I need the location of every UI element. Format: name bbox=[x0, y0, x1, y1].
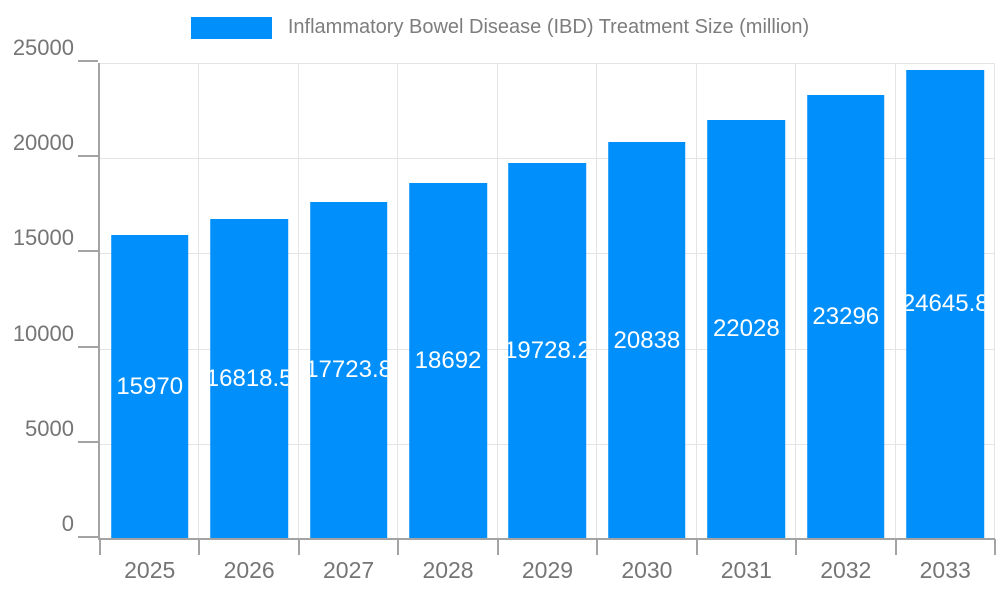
y-tick-20000 bbox=[78, 155, 98, 158]
gridline-x-9 bbox=[994, 63, 995, 539]
bar-value-label: 15970 bbox=[116, 372, 184, 400]
x-axis-label-2033: 2033 bbox=[919, 557, 971, 583]
x-axis-label-2027: 2027 bbox=[323, 557, 375, 583]
gridline-x-6 bbox=[695, 63, 697, 539]
x-axis-line bbox=[98, 538, 995, 540]
y-tick-10000 bbox=[78, 345, 98, 348]
x-tick-4 bbox=[496, 539, 499, 555]
category-slot-2033: 24645.8 bbox=[896, 63, 995, 539]
gridline-y-25000 bbox=[100, 63, 995, 64]
category-slot-2032: 23296 bbox=[796, 63, 895, 539]
gridline-x-7 bbox=[795, 63, 797, 539]
y-tick-15000 bbox=[78, 250, 98, 253]
gridline-y-20000 bbox=[100, 158, 995, 160]
bar-value-label: 24645.8 bbox=[906, 290, 984, 318]
gridline-x-4 bbox=[496, 63, 498, 539]
category-slot-2026: 16818.5 bbox=[199, 63, 298, 539]
x-axis-label-2032: 2032 bbox=[820, 557, 872, 583]
bar-value-label: 17723.8 bbox=[309, 356, 388, 384]
legend-swatch bbox=[190, 16, 272, 39]
x-axis-labels: 2025 2026 2027 2028 2029 2030 2031 2032 2033 bbox=[100, 557, 995, 584]
x-axis-label-2030: 2030 bbox=[621, 557, 673, 583]
x-tick-8 bbox=[894, 539, 897, 555]
legend[interactable]: Inflammatory Bowel Disease (IBD) Treatme… bbox=[0, 16, 1000, 39]
category-slot-2029: 19728.2 bbox=[498, 63, 597, 539]
x-axis-label-2029: 2029 bbox=[521, 557, 574, 583]
bar-value-label: 20838 bbox=[613, 326, 681, 354]
bar-2025[interactable]: 15970 bbox=[110, 234, 189, 539]
plot-area: 15970 16818.5 17723.8 18692 19728.2 20838 2202… bbox=[13, 35, 996, 583]
gridline-x-8 bbox=[894, 63, 896, 539]
y-axis-label-0: 0 bbox=[61, 511, 74, 536]
bar-2030[interactable]: 20838 bbox=[608, 142, 686, 539]
x-axis-label-2026: 2026 bbox=[223, 557, 275, 583]
y-axis-label-25000: 25000 bbox=[12, 35, 74, 60]
x-axis-label-2025: 2025 bbox=[124, 557, 176, 583]
category-slot-2031: 22028 bbox=[697, 63, 796, 539]
x-axis-label-2031: 2031 bbox=[720, 557, 772, 583]
bar-2031[interactable]: 22028 bbox=[707, 119, 786, 539]
x-tick-3 bbox=[397, 539, 400, 555]
category-slot-2025: 15970 bbox=[100, 63, 199, 539]
bar-value-label: 18692 bbox=[414, 347, 482, 375]
bar-series: 15970 16818.5 17723.8 18692 19728.2 20838 2202… bbox=[100, 63, 995, 539]
bar-2028[interactable]: 18692 bbox=[409, 183, 487, 539]
bar-value-label: 16818.5 bbox=[210, 364, 288, 392]
bar-value-label: 19728.2 bbox=[508, 337, 587, 365]
y-axis-label-20000: 20000 bbox=[12, 130, 74, 156]
bar-2029[interactable]: 19728.2 bbox=[508, 163, 587, 539]
x-tick-7 bbox=[795, 539, 798, 555]
gridline-x-3 bbox=[397, 63, 399, 539]
gridline-x-2 bbox=[297, 63, 299, 539]
y-tick-25000 bbox=[78, 60, 98, 62]
x-tick-6 bbox=[695, 539, 698, 555]
category-slot-2028: 18692 bbox=[398, 63, 497, 539]
gridline-x-5 bbox=[596, 63, 598, 539]
x-tick-0 bbox=[99, 539, 101, 555]
legend-label: Inflammatory Bowel Disease (IBD) Treatme… bbox=[287, 16, 810, 38]
gridline-x-1 bbox=[198, 63, 200, 539]
category-slot-2030: 20838 bbox=[597, 63, 696, 539]
y-axis-line bbox=[98, 63, 100, 539]
x-tick-1 bbox=[198, 539, 201, 555]
y-axis-label-10000: 10000 bbox=[12, 320, 74, 346]
x-tick-5 bbox=[596, 539, 599, 555]
y-axis-label-15000: 15000 bbox=[12, 225, 74, 251]
bar-2026[interactable]: 16818.5 bbox=[210, 218, 288, 539]
bar-value-label: 22028 bbox=[712, 315, 780, 343]
bar-2027[interactable]: 17723.8 bbox=[309, 201, 388, 539]
bar-2033[interactable]: 24645.8 bbox=[906, 69, 984, 539]
x-axis-label-2028: 2028 bbox=[422, 557, 474, 583]
category-slot-2027: 17723.8 bbox=[299, 63, 398, 539]
x-tick-2 bbox=[297, 539, 300, 555]
bar-2032[interactable]: 23296 bbox=[807, 95, 885, 539]
y-tick-0 bbox=[78, 536, 98, 538]
y-axis-label-5000: 5000 bbox=[25, 415, 74, 441]
y-tick-5000 bbox=[78, 440, 98, 443]
bar-value-label: 23296 bbox=[812, 303, 880, 331]
x-tick-9 bbox=[994, 539, 996, 555]
